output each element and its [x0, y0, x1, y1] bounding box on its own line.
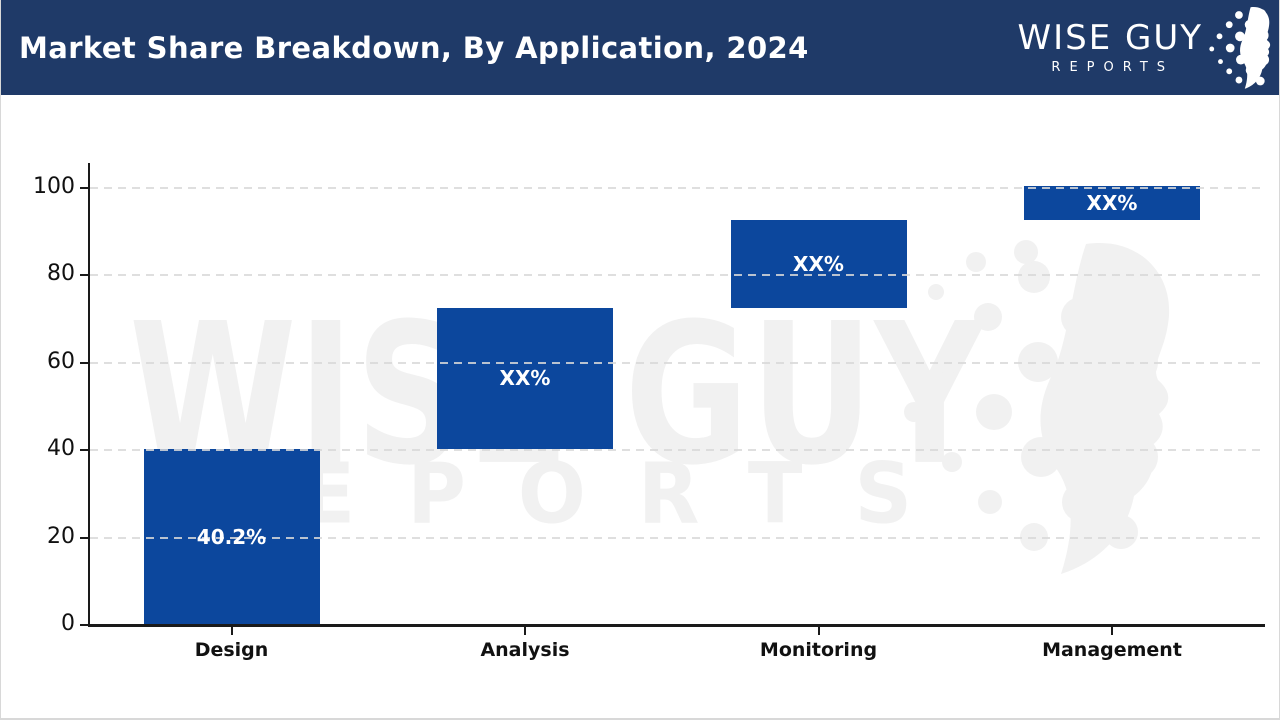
y-axis-tick [80, 274, 89, 276]
gridline [90, 361, 1265, 364]
y-axis-tick-label: 80 [47, 261, 75, 286]
brand-name: WISE GUY [1017, 18, 1203, 59]
x-category-label: Analysis [480, 639, 570, 661]
y-axis-tick-label: 100 [33, 173, 75, 199]
brand-logo: WISE GUY REPORTS [1017, 4, 1271, 92]
y-axis-tick-label: 40 [47, 436, 75, 461]
x-axis-tick [817, 626, 820, 635]
y-axis-tick [80, 536, 89, 539]
x-axis-tick [230, 626, 233, 635]
y-axis-tick [80, 624, 89, 626]
bar-value-label: XX% [793, 251, 844, 276]
watermark-face-icon [899, 240, 1170, 574]
bar-value-label: XX% [499, 366, 551, 391]
x-axis-tick [524, 626, 526, 635]
waterfall-bar [1024, 186, 1200, 220]
bar-value-label: XX% [1086, 191, 1138, 216]
y-axis-tick [80, 186, 89, 189]
x-category-label: Management [1042, 639, 1182, 661]
gridline [90, 536, 1265, 539]
waterfall-bar [730, 219, 907, 308]
gridline [90, 186, 1265, 189]
x-category-label: Design [194, 639, 269, 661]
brand-subtitle: REPORTS [1051, 59, 1175, 75]
x-category-label: Monitoring [759, 639, 878, 661]
waterfall-bar [437, 307, 613, 450]
y-axis-tick-label: 60 [47, 348, 75, 374]
chart-title: Market Share Breakdown, By Application, … [19, 30, 809, 65]
brand-logo-text: WISE GUY REPORTS [1017, 18, 1203, 75]
y-axis-line [88, 163, 90, 627]
y-axis-tick-label: 0 [61, 611, 75, 636]
y-axis-tick [80, 449, 89, 451]
y-axis-tick [80, 361, 89, 364]
bar-value-label: 40.2% [196, 525, 267, 550]
brand-face-icon [1209, 6, 1271, 89]
header-bar: Market Share Breakdown, By Application, … [1, 0, 1279, 95]
x-axis-line [88, 624, 1265, 627]
gridline [90, 274, 1265, 276]
gridline [90, 449, 1265, 451]
x-axis-tick [1111, 626, 1113, 635]
y-axis-tick-label: 20 [47, 523, 75, 549]
